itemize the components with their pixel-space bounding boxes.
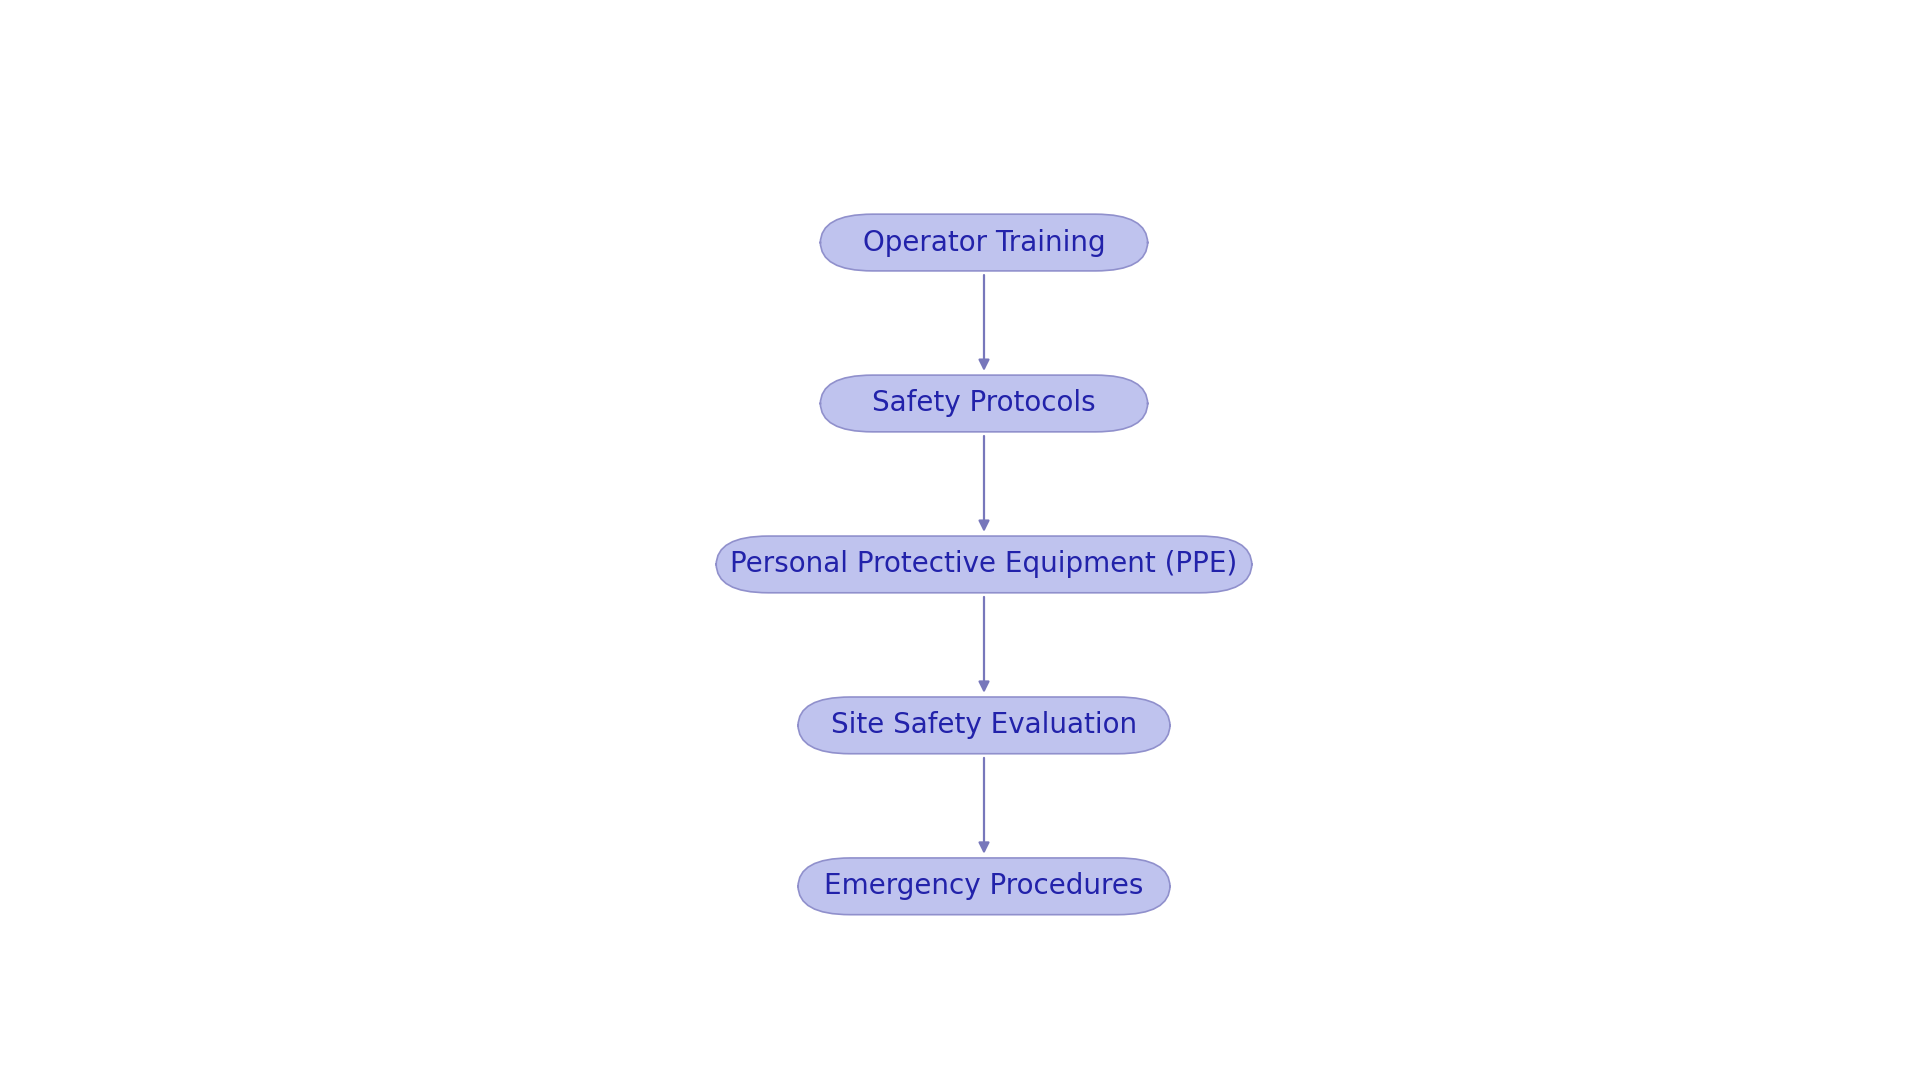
Text: Personal Protective Equipment (PPE): Personal Protective Equipment (PPE) bbox=[730, 550, 1238, 578]
FancyBboxPatch shape bbox=[799, 697, 1169, 754]
Text: Site Safety Evaluation: Site Safety Evaluation bbox=[831, 712, 1137, 740]
FancyBboxPatch shape bbox=[820, 214, 1148, 271]
FancyBboxPatch shape bbox=[820, 375, 1148, 432]
Text: Operator Training: Operator Training bbox=[862, 229, 1106, 257]
Text: Safety Protocols: Safety Protocols bbox=[872, 390, 1096, 417]
FancyBboxPatch shape bbox=[799, 858, 1169, 915]
Text: Emergency Procedures: Emergency Procedures bbox=[824, 872, 1144, 900]
FancyBboxPatch shape bbox=[716, 536, 1252, 592]
